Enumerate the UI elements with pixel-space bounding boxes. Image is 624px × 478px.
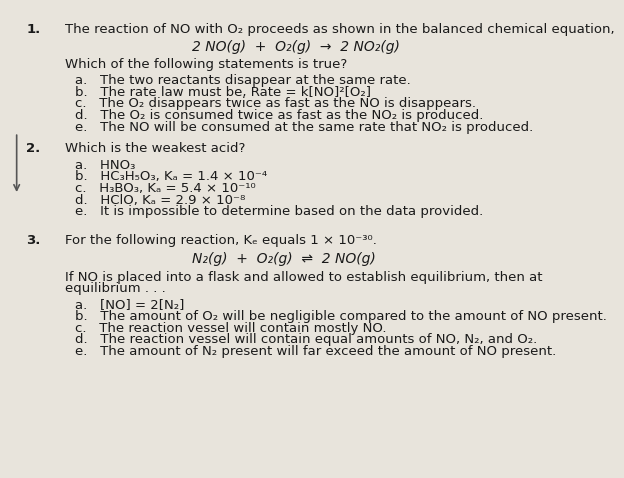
Text: e.   It is impossible to determine based on the data provided.: e. It is impossible to determine based o… [75, 205, 483, 218]
Text: a.   HNO₃: a. HNO₃ [75, 159, 135, 172]
Text: 3.: 3. [26, 234, 41, 247]
Text: For the following reaction, Kₑ equals 1 × 10⁻³⁰.: For the following reaction, Kₑ equals 1 … [66, 234, 377, 247]
Text: d.   The O₂ is consumed twice as fast as the NO₂ is produced.: d. The O₂ is consumed twice as fast as t… [75, 109, 484, 122]
Text: e.   The NO will be consumed at the same rate that NO₂ is produced.: e. The NO will be consumed at the same r… [75, 120, 534, 134]
Text: 1.: 1. [26, 23, 41, 36]
Text: d.   HClO, Kₐ = 2.9 × 10⁻⁸: d. HClO, Kₐ = 2.9 × 10⁻⁸ [75, 194, 245, 206]
Text: a.   [NO] = 2[N₂]: a. [NO] = 2[N₂] [75, 298, 184, 311]
Text: b.   HC₃H₅O₃, Kₐ = 1.4 × 10⁻⁴: b. HC₃H₅O₃, Kₐ = 1.4 × 10⁻⁴ [75, 170, 267, 183]
Text: d.   The reaction vessel will contain equal amounts of NO, N₂, and O₂.: d. The reaction vessel will contain equa… [75, 333, 537, 346]
Text: The reaction of NO with O₂ proceeds as shown in the balanced chemical equation,: The reaction of NO with O₂ proceeds as s… [66, 23, 615, 36]
Text: a.   The two reactants disappear at the same rate.: a. The two reactants disappear at the sa… [75, 74, 411, 87]
Text: b.   The rate law must be, Rate = k[NO]²[O₂]: b. The rate law must be, Rate = k[NO]²[O… [75, 86, 371, 99]
Text: c.   H₃BO₃, Kₐ = 5.4 × 10⁻¹⁰: c. H₃BO₃, Kₐ = 5.4 × 10⁻¹⁰ [75, 182, 256, 195]
Text: Which is the weakest acid?: Which is the weakest acid? [66, 141, 246, 154]
Text: 2.: 2. [26, 141, 41, 154]
Text: b.   The amount of O₂ will be negligible compared to the amount of NO present.: b. The amount of O₂ will be negligible c… [75, 310, 607, 323]
Text: c.   The O₂ disappears twice as fast as the NO is disappears.: c. The O₂ disappears twice as fast as th… [75, 98, 476, 110]
Text: 2 NO(g)  +  O₂(g)  →  2 NO₂(g): 2 NO(g) + O₂(g) → 2 NO₂(g) [192, 40, 399, 54]
Text: Which of the following statements is true?: Which of the following statements is tru… [66, 58, 348, 71]
Text: e.   The amount of N₂ present will far exceed the amount of NO present.: e. The amount of N₂ present will far exc… [75, 345, 556, 358]
Text: N₂(g)  +  O₂(g)  ⇌  2 NO(g): N₂(g) + O₂(g) ⇌ 2 NO(g) [192, 251, 376, 266]
Text: If NO is placed into a flask and allowed to establish equilibrium, then at: If NO is placed into a flask and allowed… [66, 272, 543, 284]
Text: c.   The reaction vessel will contain mostly NO.: c. The reaction vessel will contain most… [75, 322, 386, 335]
Text: equilibrium . . .: equilibrium . . . [66, 282, 166, 295]
